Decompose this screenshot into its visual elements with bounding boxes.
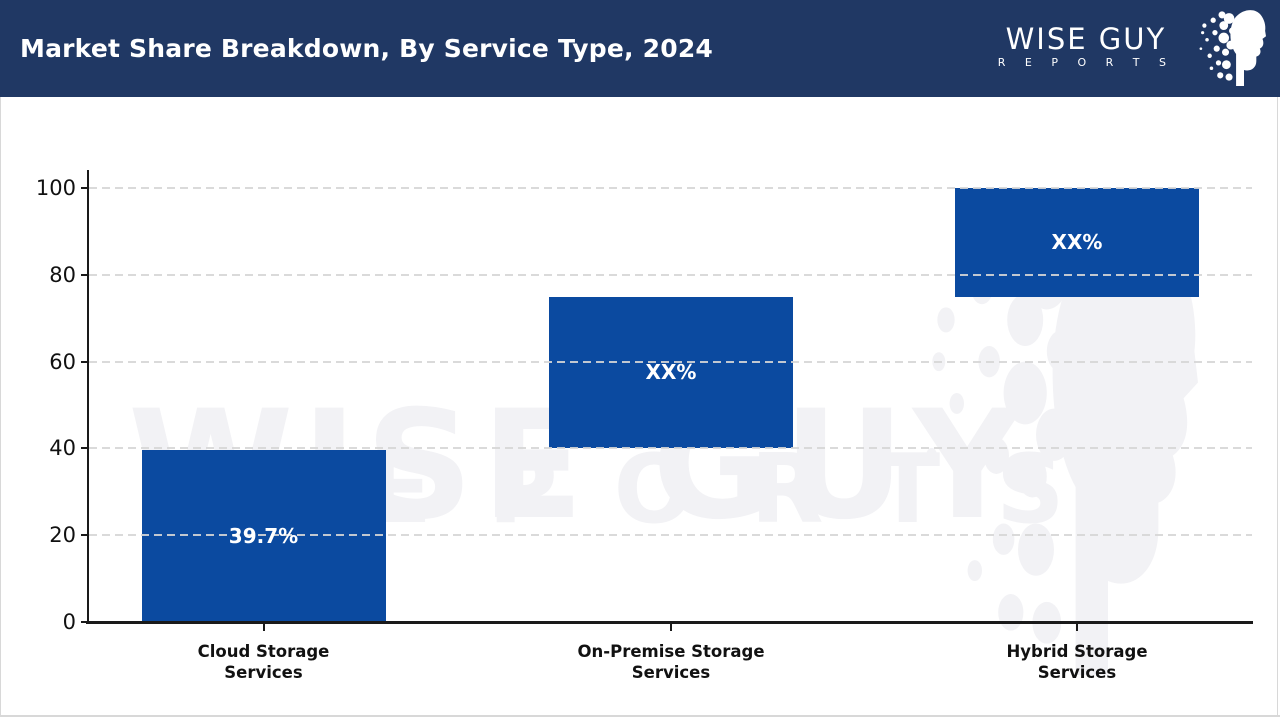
y-tick-mark-100 [81,187,88,189]
bar-3 [955,188,1199,297]
y-axis-tick-label: 60 [49,349,76,374]
brand-name: WISE GUY [1005,22,1167,56]
y-tick-mark-20 [81,534,88,537]
x-tick-mark [262,623,265,631]
gridline-y-20 [89,534,1252,537]
x-axis-category-label: Cloud Storage Services [197,642,330,682]
header-bar: Market Share Breakdown, By Service Type,… [0,0,1280,97]
y-axis-line [87,170,89,624]
y-tick-mark-80 [81,273,88,276]
y-tick-mark-0 [81,621,88,623]
bar-value-label: XX% [1051,230,1103,255]
y-axis-tick-label: 100 [35,176,76,200]
gridline-y-40 [89,447,1252,450]
brand-logo: WISE GUY R E P O R T S [998,6,1266,86]
brand-logo-text: WISE GUY R E P O R T S [998,22,1174,70]
x-axis-category-label: On-Premise Storage Services [577,642,765,682]
bar-2 [549,296,793,449]
bar-value-label: XX% [645,360,697,385]
x-axis-category-label: Hybrid Storage Services [1006,642,1148,682]
y-tick-mark-40 [81,447,88,450]
y-axis-tick-label: 0 [62,610,76,634]
y-axis-tick-label: 40 [49,436,76,461]
x-tick-mark [1076,623,1078,631]
gridline-y-60 [89,360,1252,363]
brand-subname: R E P O R T S [997,56,1174,69]
y-axis-tick-label: 20 [49,523,76,548]
y-tick-mark-60 [81,360,88,363]
y-axis-tick-label: 80 [49,262,76,287]
bar-value-label: 39.7% [228,523,299,548]
gridline-y-80 [89,273,1252,276]
x-tick-mark [670,623,672,631]
frame-border-right [1277,97,1278,717]
frame-border-left [0,97,1,717]
gridline-y-100 [89,187,1252,189]
x-axis-line [86,621,1253,624]
frame-border-bottom [0,715,1280,717]
wiseguy-face-icon [1199,10,1266,86]
page-title: Market Share Breakdown, By Service Type,… [20,34,714,63]
